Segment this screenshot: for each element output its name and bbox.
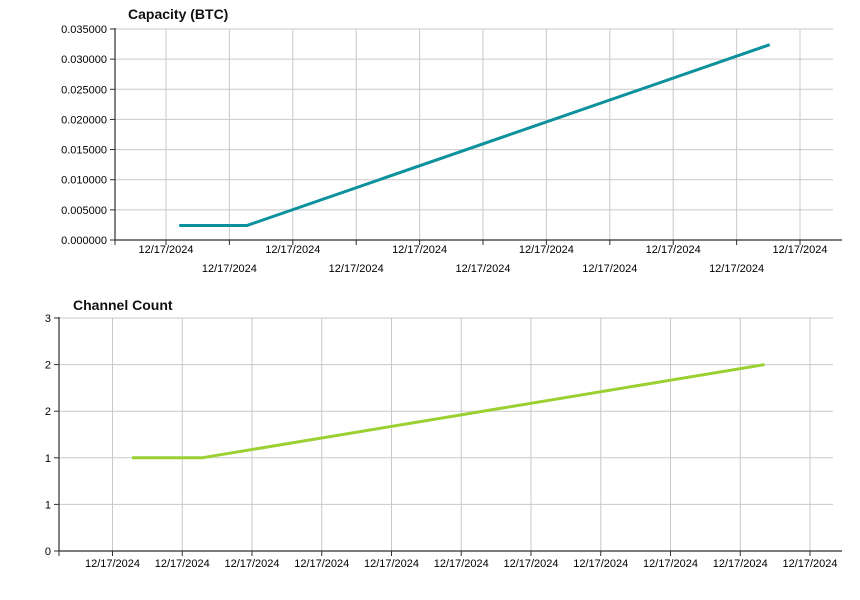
x-tick-label: 12/17/2024 [646,244,701,256]
x-tick-label: 12/17/2024 [709,263,764,275]
channel-count-chart-title: Channel Count [73,297,173,313]
x-tick-label: 12/17/2024 [582,263,637,275]
y-tick-label: 1 [45,453,51,465]
x-tick-label: 12/17/2024 [85,558,140,570]
x-tick-label: 12/17/2024 [265,244,320,256]
x-tick-label: 12/17/2024 [202,263,257,275]
x-tick-label: 12/17/2024 [455,263,510,275]
y-tick-label: 0.000000 [61,235,107,247]
x-tick-label: 12/17/2024 [643,558,698,570]
y-tick-label: 2 [45,406,51,418]
x-tick-label: 12/17/2024 [155,558,210,570]
x-tick-label: 12/17/2024 [294,558,349,570]
x-tick-label: 12/17/2024 [782,558,837,570]
x-tick-label: 12/17/2024 [392,244,447,256]
y-tick-label: 0.035000 [61,24,107,36]
x-tick-label: 12/17/2024 [224,558,279,570]
y-tick-label: 0.025000 [61,84,107,96]
y-tick-label: 1 [45,499,51,511]
y-tick-label: 2 [45,360,51,372]
x-tick-label: 12/17/2024 [138,244,193,256]
capacity-series-line [179,43,771,227]
x-tick-label: 12/17/2024 [503,558,558,570]
x-tick-label: 12/17/2024 [772,244,827,256]
y-tick-label: 0.010000 [61,175,107,187]
x-tick-label: 12/17/2024 [713,558,768,570]
capacity-chart-title: Capacity (BTC) [128,6,229,22]
y-tick-label: 0 [45,546,51,558]
y-tick-label: 0.020000 [61,114,107,126]
x-tick-label: 12/17/2024 [329,263,384,275]
y-tick-label: 0.005000 [61,205,107,217]
capacity-chart: 0.035000 0.030000 0.025000 0.020000 0.015000… [61,24,842,275]
x-tick-label: 12/17/2024 [364,558,419,570]
y-tick-label: 3 [45,313,51,325]
channel-count-series-line [132,363,765,460]
channel-count-chart: 3 2 2 1 1 0 12/17/2024 12/17/2024 12/17/2024 12/1… [45,313,842,570]
y-tick-label: 0.015000 [61,145,107,157]
y-tick-label: 0.030000 [61,54,107,66]
x-tick-label: 12/17/2024 [519,244,574,256]
x-tick-label: 12/17/2024 [434,558,489,570]
x-tick-label: 12/17/2024 [573,558,628,570]
